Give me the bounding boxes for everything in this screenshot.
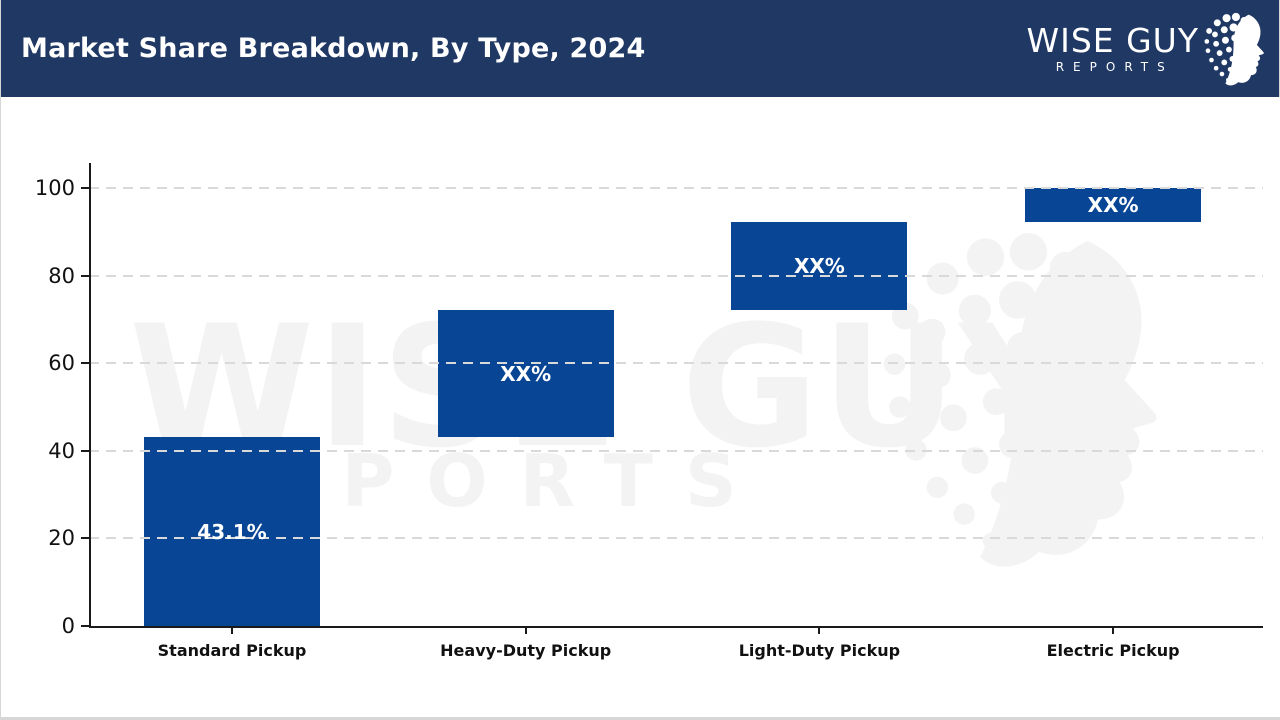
bar-standard-pickup — [144, 437, 320, 626]
bar-value-label: XX% — [500, 361, 552, 386]
bar-electric-pickup — [1025, 188, 1202, 223]
x-axis-line — [89, 626, 1263, 628]
bar-light-duty-pickup — [731, 222, 908, 311]
gridline-80 — [89, 274, 1263, 277]
gridline-20 — [89, 537, 1263, 540]
bar-value-label: 43.1% — [197, 519, 267, 544]
chart-title: Market Share Breakdown, By Type, 2024 — [21, 33, 646, 64]
x-tick-mark — [818, 626, 821, 634]
y-tick-mark — [81, 537, 89, 540]
x-tick-mark — [1112, 626, 1115, 634]
x-axis-label-standard-pickup: Standard Pickup — [157, 641, 307, 660]
wise-guy-reports-logo: WISE GUY REPORTS — [1026, 8, 1265, 90]
y-tick-mark — [81, 362, 89, 365]
y-axis-line — [89, 163, 91, 628]
logo-text: WISE GUY REPORTS — [1026, 24, 1199, 74]
chart-area: WISE GUY REPORTS 43.1% XX% XX% XX% 0 20 40 60 80… — [1, 97, 1280, 717]
gridline-40 — [89, 449, 1263, 452]
x-axis-label-light-duty-pickup: Light-Duty Pickup — [738, 641, 901, 660]
x-axis-label-heavy-duty-pickup: Heavy-Duty Pickup — [440, 641, 612, 660]
y-tick-label: 0 — [61, 614, 75, 638]
x-tick-mark — [524, 626, 527, 634]
y-tick-mark — [81, 274, 89, 277]
bar-value-label: XX% — [1087, 193, 1139, 218]
y-tick-label: 40 — [48, 438, 75, 463]
header: Market Share Breakdown, By Type, 2024 WI… — [1, 0, 1279, 97]
gridline-60 — [89, 362, 1263, 365]
logo-subtitle: REPORTS — [1055, 59, 1174, 74]
y-tick-label: 80 — [48, 263, 75, 288]
y-tick-label: 60 — [48, 351, 75, 376]
logo-face-icon — [1204, 12, 1264, 85]
watermark-face-icon — [883, 233, 1157, 567]
y-tick-mark — [81, 187, 89, 189]
bar-value-label: XX% — [793, 254, 845, 279]
bar-heavy-duty-pickup — [437, 310, 614, 438]
y-tick-label: 100 — [34, 176, 75, 200]
x-tick-mark — [231, 626, 233, 634]
gridline-100 — [89, 187, 1263, 189]
y-tick-mark — [81, 625, 89, 627]
y-tick-mark — [81, 449, 89, 452]
y-tick-label: 20 — [48, 526, 75, 551]
logo-wordmark: WISE GUY — [1026, 20, 1199, 60]
x-axis-label-electric-pickup: Electric Pickup — [1046, 641, 1180, 660]
